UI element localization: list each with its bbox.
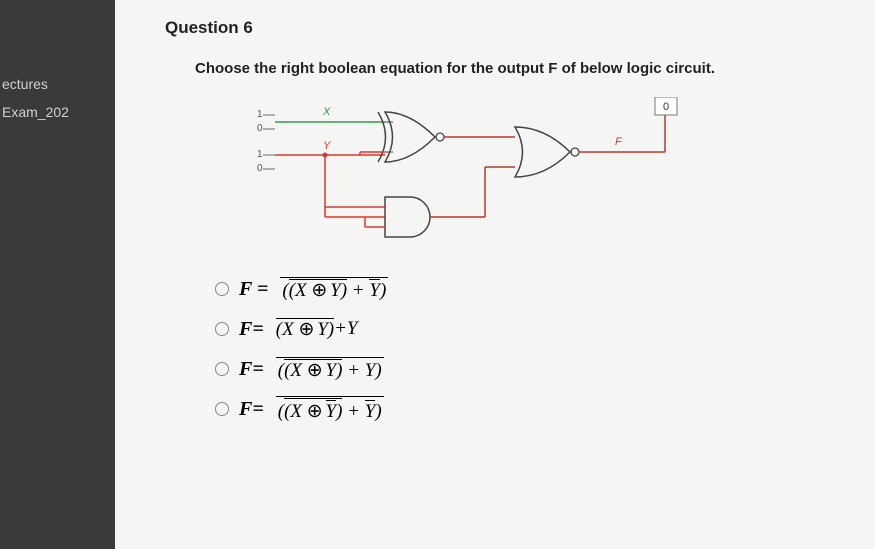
option-label: F= bbox=[239, 398, 264, 421]
option-equation: ((X Y) + Y) bbox=[276, 357, 384, 382]
nor-gate bbox=[515, 127, 579, 177]
question-title: Question 6 bbox=[165, 18, 845, 38]
radio-icon[interactable] bbox=[215, 282, 229, 296]
option-label: F= bbox=[239, 358, 264, 381]
option-equation: ((X Y) + Y) bbox=[280, 277, 388, 302]
circuit-diagram: 1 0 1 0 X Y bbox=[245, 97, 845, 252]
answer-options: F = ((X Y) + Y) F= (X Y) + Y F= ((X Y) +… bbox=[215, 272, 845, 426]
option-equation: ((X Y) + Y) bbox=[276, 396, 384, 423]
level-1b: 1 bbox=[257, 149, 263, 160]
output-value: 0 bbox=[663, 101, 669, 113]
question-prompt: Choose the right boolean equation for th… bbox=[195, 60, 845, 77]
sidebar-item-lectures[interactable]: ectures bbox=[0, 70, 115, 98]
output-label: F bbox=[615, 136, 623, 148]
option-equation: (X Y) + Y bbox=[276, 318, 358, 341]
option-a[interactable]: F = ((X Y) + Y) bbox=[215, 272, 845, 306]
level-1a: 1 bbox=[257, 109, 263, 120]
not-bubble-xor bbox=[436, 133, 444, 141]
input-y-label: Y bbox=[323, 140, 331, 152]
radio-icon[interactable] bbox=[215, 402, 229, 416]
option-label: F = bbox=[239, 278, 268, 301]
level-0a: 0 bbox=[257, 123, 263, 134]
radio-icon[interactable] bbox=[215, 362, 229, 376]
option-c[interactable]: F= ((X Y) + Y) bbox=[215, 352, 845, 386]
level-0b: 0 bbox=[257, 163, 263, 174]
main-content: Question 6 Choose the right boolean equa… bbox=[115, 0, 875, 549]
option-label: F= bbox=[239, 318, 264, 341]
option-b[interactable]: F= (X Y) + Y bbox=[215, 312, 845, 346]
xor-gate bbox=[378, 112, 435, 162]
sidebar-item-label: ectures bbox=[2, 76, 48, 92]
and-gate bbox=[385, 197, 430, 237]
sidebar-item-exam[interactable]: Exam_202 bbox=[0, 98, 115, 126]
sidebar-item-label: Exam_202 bbox=[2, 104, 69, 120]
radio-icon[interactable] bbox=[215, 322, 229, 336]
input-x-label: X bbox=[322, 106, 331, 118]
option-d[interactable]: F= ((X Y) + Y) bbox=[215, 392, 845, 426]
sidebar: ectures Exam_202 bbox=[0, 0, 115, 549]
